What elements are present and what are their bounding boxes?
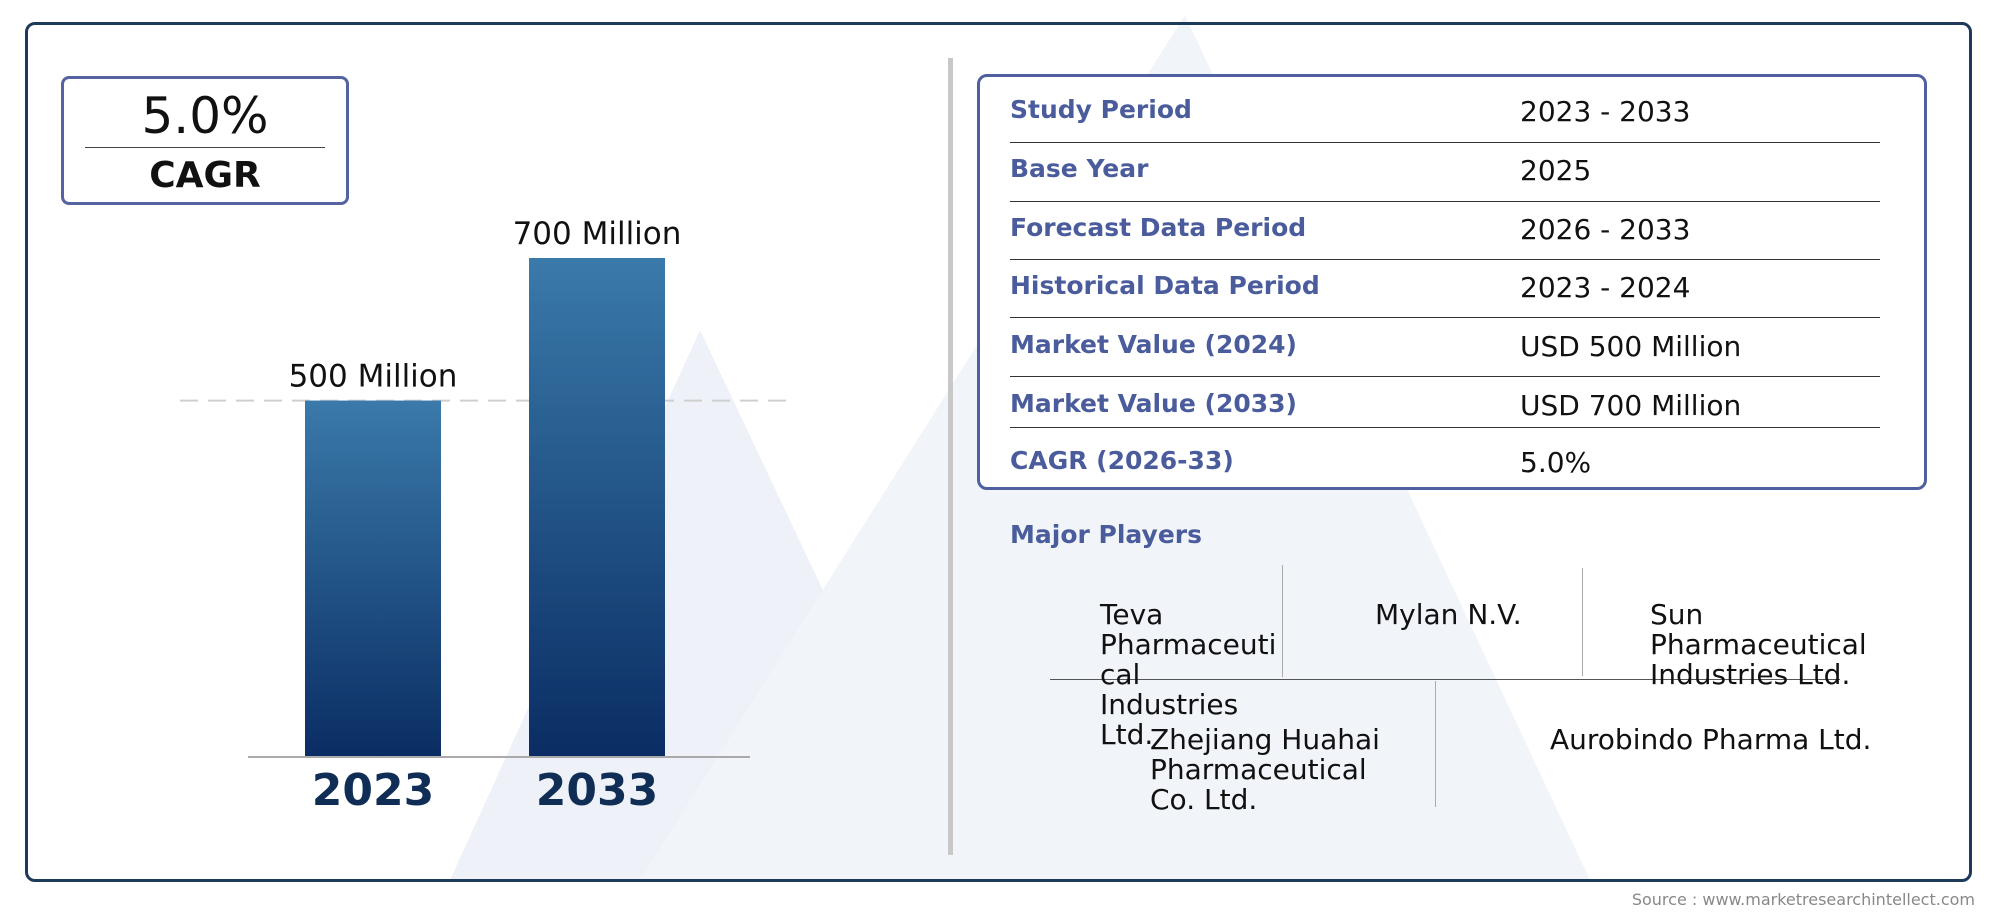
info-row-separator: [1010, 427, 1880, 428]
info-row-separator: [1010, 142, 1880, 143]
info-row-separator: [1010, 201, 1880, 202]
player-divider: [1282, 565, 1283, 677]
panel-divider: [948, 58, 953, 855]
info-value: 2025: [1520, 154, 1592, 187]
player-mylan: Mylan N.V.: [1375, 598, 1522, 631]
info-key: Forecast Data Period: [1010, 213, 1307, 242]
cagr-value: 5.0%: [141, 87, 269, 145]
cagr-divider: [85, 147, 325, 148]
info-value: 2023 - 2024: [1520, 271, 1691, 304]
data-label-2023: 500 Million: [289, 359, 458, 395]
info-value: 5.0%: [1520, 446, 1592, 479]
info-row-separator: [1010, 317, 1880, 318]
cagr-label: CAGR: [149, 155, 261, 196]
player-sun-pharma: Sun Pharmaceutical Industries Ltd.: [1650, 598, 1867, 691]
info-row-separator: [1010, 259, 1880, 260]
info-row-separator: [1010, 376, 1880, 377]
player-aurobindo: Aurobindo Pharma Ltd.: [1550, 723, 1872, 756]
info-key: Market Value (2024): [1010, 330, 1297, 359]
player-teva: Teva Pharmaceuti cal Industries Ltd.: [1100, 598, 1277, 751]
bar-2023: [305, 400, 441, 757]
info-value: USD 700 Million: [1520, 389, 1742, 422]
info-key: CAGR (2026-33): [1010, 446, 1234, 475]
data-label-2033: 700 Million: [513, 216, 682, 252]
source-credit: Source : www.marketresearchintellect.com: [1631, 890, 1975, 909]
x-tick-2023: 2023: [312, 765, 434, 816]
player-row-divider: [1050, 679, 1840, 680]
content-frame: [25, 22, 1972, 882]
bar-2033: [529, 258, 665, 757]
info-key: Study Period: [1010, 95, 1192, 124]
player-divider: [1435, 681, 1436, 807]
info-value: 2023 - 2033: [1520, 95, 1691, 128]
info-value: USD 500 Million: [1520, 330, 1742, 363]
player-divider: [1582, 568, 1583, 676]
major-players-title: Major Players: [1010, 520, 1202, 549]
bar-chart: 500 Million 2023 700 Million 2033: [180, 216, 790, 816]
info-key: Base Year: [1010, 154, 1149, 183]
market-info-table: Study Period 2023 - 2033 Base Year 2025 Fore…: [977, 74, 1927, 490]
info-value: 2026 - 2033: [1520, 213, 1691, 246]
info-key: Market Value (2033): [1010, 389, 1297, 418]
info-key: Historical Data Period: [1010, 271, 1320, 300]
player-zhejiang-huahai: Zhejiang Huahai Pharmaceutical Co. Ltd.: [1150, 723, 1380, 816]
x-tick-2033: 2033: [536, 765, 658, 816]
cagr-badge: 5.0% CAGR: [61, 76, 349, 205]
